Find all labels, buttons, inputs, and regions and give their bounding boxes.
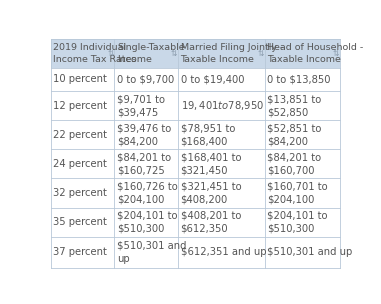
Text: $510,301 and up: $510,301 and up <box>267 247 353 257</box>
Bar <box>178 91 265 120</box>
Text: 22 percent: 22 percent <box>53 130 107 140</box>
Text: $168,401 to
$321,450: $168,401 to $321,450 <box>181 152 241 176</box>
Text: 10 percent: 10 percent <box>53 74 107 85</box>
Text: $160,701 to
$204,100: $160,701 to $204,100 <box>267 181 328 205</box>
Text: 32 percent: 32 percent <box>53 188 107 198</box>
Bar <box>51 39 114 67</box>
Text: $84,201 to
$160,700: $84,201 to $160,700 <box>267 152 322 176</box>
Bar <box>265 120 340 150</box>
Text: 0 to $9,700: 0 to $9,700 <box>117 74 174 85</box>
Text: $84,201 to
$160,725: $84,201 to $160,725 <box>117 152 171 176</box>
Text: $78,951 to
$168,400: $78,951 to $168,400 <box>181 123 235 147</box>
Text: ⇅: ⇅ <box>258 49 264 58</box>
Bar <box>265 150 340 178</box>
Bar <box>51 178 114 208</box>
Text: $160,726 to
$204,100: $160,726 to $204,100 <box>117 181 178 205</box>
Text: 35 percent: 35 percent <box>53 217 107 227</box>
Text: ⇅: ⇅ <box>107 49 114 58</box>
Bar <box>265 91 340 120</box>
Bar <box>178 120 265 150</box>
Text: ⇅: ⇅ <box>171 49 177 58</box>
Bar <box>265 208 340 237</box>
Text: $612,351 and up: $612,351 and up <box>181 247 266 257</box>
Text: $9,701 to
$39,475: $9,701 to $39,475 <box>117 94 165 117</box>
Bar <box>114 91 178 120</box>
Text: 12 percent: 12 percent <box>53 101 107 111</box>
Bar <box>265 237 340 268</box>
Bar <box>114 150 178 178</box>
Bar <box>265 178 340 208</box>
Bar <box>114 208 178 237</box>
Text: Single-Taxable
Income: Single-Taxable Income <box>117 43 184 64</box>
Text: 24 percent: 24 percent <box>53 159 107 169</box>
Text: $19,401 to $78,950: $19,401 to $78,950 <box>181 99 264 112</box>
Text: $321,451 to
$408,200: $321,451 to $408,200 <box>181 181 241 205</box>
Bar <box>51 91 114 120</box>
Bar <box>265 67 340 91</box>
Bar <box>114 120 178 150</box>
Bar <box>114 237 178 268</box>
Bar <box>178 67 265 91</box>
Bar <box>114 67 178 91</box>
Text: Head of Household -
Taxable Income: Head of Household - Taxable Income <box>267 43 363 64</box>
Bar <box>51 237 114 268</box>
Bar <box>178 237 265 268</box>
Bar <box>178 208 265 237</box>
Bar <box>178 150 265 178</box>
Text: Married Filing Jointly -
Taxable Income: Married Filing Jointly - Taxable Income <box>181 43 283 64</box>
Text: 0 to $13,850: 0 to $13,850 <box>267 74 331 85</box>
Text: $52,851 to
$84,200: $52,851 to $84,200 <box>267 123 322 147</box>
Bar <box>178 39 265 67</box>
Text: $204,101 to
$510,300: $204,101 to $510,300 <box>117 210 178 234</box>
Bar <box>51 67 114 91</box>
Bar <box>265 39 340 67</box>
Text: 0 to $19,400: 0 to $19,400 <box>181 74 244 85</box>
Bar <box>178 178 265 208</box>
Bar <box>51 208 114 237</box>
Text: $510,301 and
up: $510,301 and up <box>117 241 186 264</box>
Bar <box>114 178 178 208</box>
Bar <box>51 150 114 178</box>
Text: $408,201 to
$612,350: $408,201 to $612,350 <box>181 210 241 234</box>
Text: $13,851 to
$52,850: $13,851 to $52,850 <box>267 94 322 117</box>
Text: 37 percent: 37 percent <box>53 247 107 257</box>
Text: 2019 Individual
Income Tax Rates: 2019 Individual Income Tax Rates <box>53 43 137 64</box>
Text: $39,476 to
$84,200: $39,476 to $84,200 <box>117 123 171 147</box>
Bar <box>114 39 178 67</box>
Bar <box>51 120 114 150</box>
Text: ⇅: ⇅ <box>333 49 339 58</box>
Text: $204,101 to
$510,300: $204,101 to $510,300 <box>267 210 328 234</box>
